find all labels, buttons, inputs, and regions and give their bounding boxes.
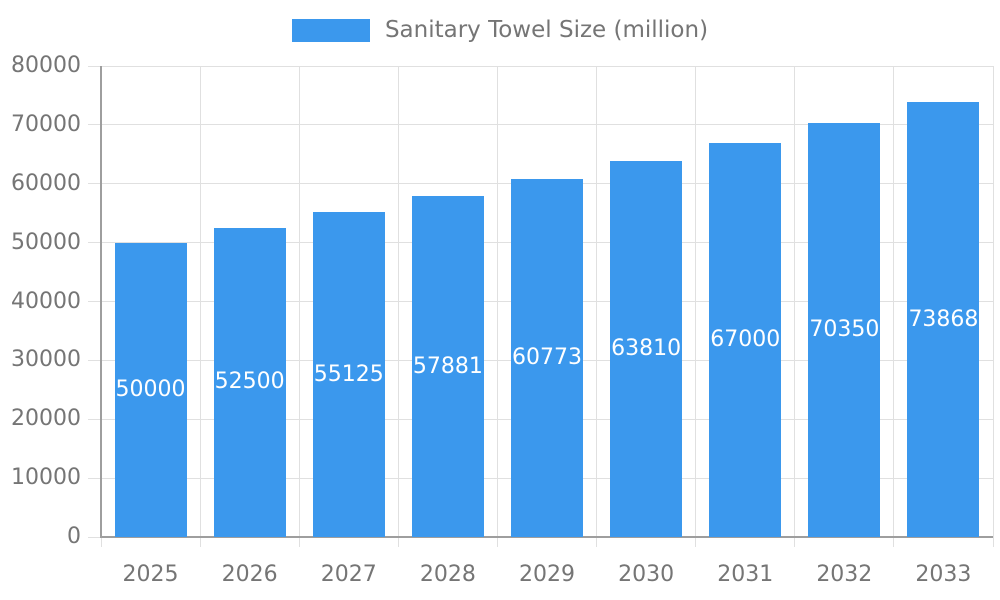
x-axis-line: [101, 536, 993, 538]
bar[interactable]: [808, 122, 881, 537]
legend-swatch: [291, 18, 370, 42]
y-axis-tick: [88, 359, 101, 361]
bar[interactable]: [213, 227, 286, 537]
y-axis-tick: [88, 477, 101, 479]
gridline-v: [695, 66, 697, 537]
y-axis-tick: [88, 242, 101, 244]
y-axis-tick: [88, 536, 101, 538]
gridline-v: [596, 66, 598, 537]
y-axis-label: 20000: [11, 406, 81, 432]
y-axis-label: 10000: [11, 465, 81, 491]
y-axis-label: 80000: [11, 53, 81, 78]
gridline-v: [893, 66, 895, 537]
x-axis-tick: [496, 537, 498, 547]
legend-item[interactable]: Sanitary Towel Size (million): [291, 17, 709, 43]
bar[interactable]: [411, 196, 484, 537]
x-axis-label: 2031: [717, 562, 774, 587]
bar[interactable]: [709, 142, 782, 537]
bar[interactable]: [907, 102, 980, 537]
gridline-v: [496, 66, 498, 537]
x-axis-tick: [199, 537, 201, 547]
bar-value-label: 73868: [908, 306, 979, 332]
bar[interactable]: [312, 212, 385, 537]
x-axis-tick: [397, 537, 399, 547]
x-axis-label: 2030: [618, 562, 675, 587]
bar-value-label: 57881: [412, 353, 483, 379]
x-axis-label: 2029: [518, 562, 575, 587]
y-axis-label: 30000: [11, 347, 81, 373]
y-axis-label: 70000: [11, 111, 81, 137]
x-axis-tick: [596, 537, 598, 547]
bar-value-label: 63810: [611, 336, 682, 362]
x-axis-label: 2032: [816, 562, 873, 587]
gridline-v: [298, 66, 300, 537]
legend: Sanitary Towel Size (million): [0, 17, 1000, 43]
x-axis-label: 2028: [419, 562, 476, 587]
y-axis-label: 50000: [11, 229, 81, 255]
bar[interactable]: [511, 179, 583, 537]
y-axis-line: [100, 66, 102, 538]
y-axis-label: 40000: [11, 288, 81, 314]
bar[interactable]: [114, 242, 187, 537]
gridline-v: [794, 66, 796, 537]
bar[interactable]: [610, 161, 683, 537]
gridline-v: [992, 66, 994, 537]
x-axis-label: 2027: [320, 562, 377, 587]
x-axis-label: 2025: [122, 562, 179, 587]
gridline-v: [397, 66, 399, 537]
x-axis-tick: [893, 537, 895, 547]
bar-value-label: 67000: [710, 326, 781, 352]
x-axis-tick: [298, 537, 300, 547]
y-axis-label: 60000: [11, 170, 81, 196]
gridline-v: [199, 66, 201, 537]
x-axis-label: 2033: [915, 562, 972, 587]
y-axis-tick: [88, 65, 101, 67]
x-axis-tick: [794, 537, 796, 547]
bar-value-label: 50000: [115, 376, 186, 402]
x-axis-tick: [695, 537, 697, 547]
gridline-h: [101, 65, 993, 67]
gridline-h: [101, 124, 993, 126]
legend-label: Sanitary Towel Size (million): [384, 17, 709, 43]
y-axis-label: 0: [67, 524, 81, 549]
y-axis-tick: [88, 124, 101, 126]
bar-value-label: 55125: [313, 361, 384, 387]
x-axis-tick: [992, 537, 994, 547]
y-axis-tick: [88, 301, 101, 302]
bar-value-label: 52500: [214, 369, 285, 395]
y-axis-tick: [88, 418, 101, 420]
x-axis-tick: [100, 537, 102, 547]
y-axis-tick: [88, 183, 101, 185]
bar-value-label: 60773: [512, 345, 582, 371]
bar-value-label: 70350: [809, 316, 880, 342]
x-axis-label: 2026: [221, 562, 278, 587]
